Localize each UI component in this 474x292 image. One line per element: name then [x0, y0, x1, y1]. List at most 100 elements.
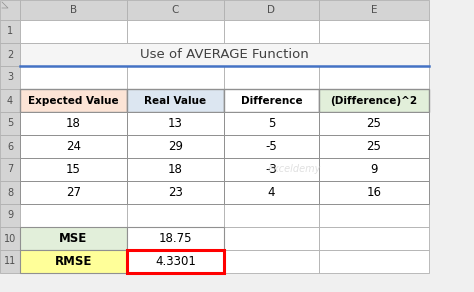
Bar [319, 158, 429, 181]
Bar [127, 112, 224, 135]
Bar [224, 135, 319, 158]
Bar [20, 158, 127, 181]
Text: 18.75: 18.75 [159, 232, 192, 245]
Bar [127, 20, 224, 43]
Bar [224, 181, 319, 204]
Bar [224, 0, 319, 20]
Bar [0, 158, 20, 181]
Bar [224, 66, 319, 89]
Bar [224, 43, 319, 66]
Bar [127, 181, 224, 204]
Text: 15: 15 [66, 163, 81, 176]
Bar [319, 227, 429, 250]
Text: C: C [172, 5, 179, 15]
Bar [127, 112, 224, 135]
Text: 23: 23 [168, 186, 183, 199]
Text: Real Value: Real Value [145, 95, 207, 105]
Bar [20, 135, 127, 158]
Bar [127, 43, 224, 66]
Bar [20, 89, 127, 112]
Text: 4: 4 [268, 186, 275, 199]
Bar [20, 227, 127, 250]
Bar [20, 112, 127, 135]
Bar [20, 43, 429, 66]
Bar [224, 158, 319, 181]
Bar [0, 227, 20, 250]
Bar [20, 135, 127, 158]
Bar [127, 158, 224, 181]
Text: 5: 5 [268, 117, 275, 130]
Bar [319, 0, 429, 20]
Bar [20, 158, 127, 181]
Bar [20, 181, 127, 204]
Text: MSE: MSE [59, 232, 88, 245]
Bar [127, 0, 224, 20]
Bar [20, 112, 127, 135]
Text: 2: 2 [7, 50, 13, 60]
Text: 24: 24 [66, 140, 81, 153]
Text: (Difference)^2: (Difference)^2 [330, 95, 418, 105]
Bar [319, 89, 429, 112]
Bar [224, 112, 319, 135]
Bar [319, 66, 429, 89]
Bar [319, 112, 429, 135]
Text: B: B [70, 5, 77, 15]
Bar [0, 135, 20, 158]
Text: 29: 29 [168, 140, 183, 153]
Bar [224, 112, 319, 135]
Bar [0, 66, 20, 89]
Bar [224, 250, 319, 273]
Text: 4.3301: 4.3301 [155, 255, 196, 268]
Bar [319, 135, 429, 158]
Bar [0, 43, 20, 66]
Bar [127, 250, 224, 273]
Bar [127, 89, 224, 112]
Text: D: D [267, 5, 275, 15]
Bar [20, 181, 127, 204]
Text: 5: 5 [7, 119, 13, 128]
Bar [319, 20, 429, 43]
Bar [319, 135, 429, 158]
Text: -5: -5 [265, 140, 277, 153]
Bar [319, 181, 429, 204]
Bar [0, 20, 20, 43]
Bar [319, 181, 429, 204]
Text: 8: 8 [7, 187, 13, 197]
Bar [20, 0, 127, 20]
Bar [20, 227, 127, 250]
Bar [0, 181, 20, 204]
Bar [224, 204, 319, 227]
Bar [319, 43, 429, 66]
Bar [127, 158, 224, 181]
Text: 9: 9 [370, 163, 378, 176]
Text: 3: 3 [7, 72, 13, 83]
Bar [319, 158, 429, 181]
Bar [224, 158, 319, 181]
Text: 16: 16 [366, 186, 382, 199]
Text: Use of AVERAGE Function: Use of AVERAGE Function [140, 48, 309, 61]
Bar [127, 204, 224, 227]
Bar [20, 66, 127, 89]
Text: 13: 13 [168, 117, 183, 130]
Bar [319, 204, 429, 227]
Bar [20, 204, 127, 227]
Bar [20, 43, 127, 66]
Text: 6: 6 [7, 142, 13, 152]
Text: 1: 1 [7, 27, 13, 36]
Text: Expected Value: Expected Value [28, 95, 119, 105]
Bar [20, 250, 127, 273]
Text: -3: -3 [265, 163, 277, 176]
Bar [319, 250, 429, 273]
Bar [224, 181, 319, 204]
Text: 7: 7 [7, 164, 13, 175]
Text: 4: 4 [7, 95, 13, 105]
Bar [20, 250, 127, 273]
Bar [0, 250, 20, 273]
Text: 18: 18 [168, 163, 183, 176]
Bar [127, 89, 224, 112]
Text: RMSE: RMSE [55, 255, 92, 268]
Text: 11: 11 [4, 256, 16, 267]
Text: 27: 27 [66, 186, 81, 199]
Bar [0, 89, 20, 112]
Text: exceldemy: exceldemy [267, 164, 320, 174]
